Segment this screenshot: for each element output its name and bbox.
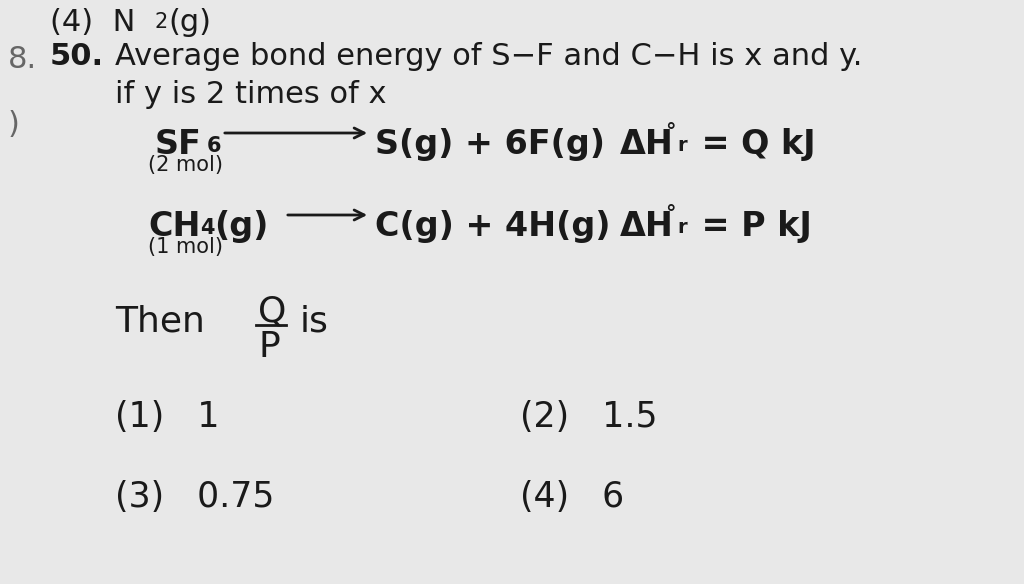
Text: CH: CH — [148, 210, 201, 243]
Text: if y is 2 times of x: if y is 2 times of x — [115, 80, 386, 109]
Text: (3)   0.75: (3) 0.75 — [115, 480, 274, 514]
Text: ΔH: ΔH — [620, 128, 674, 161]
Text: 50.: 50. — [50, 42, 104, 71]
Text: °: ° — [665, 204, 676, 224]
Text: (4)   6: (4) 6 — [520, 480, 625, 514]
Text: °: ° — [665, 122, 676, 142]
Text: (4)  N: (4) N — [50, 8, 135, 37]
Text: 8.: 8. — [8, 45, 37, 74]
Text: r: r — [677, 136, 687, 155]
Text: 4: 4 — [200, 218, 214, 238]
Text: is: is — [300, 305, 329, 339]
Text: (2)   1.5: (2) 1.5 — [520, 400, 657, 434]
Text: P: P — [259, 330, 281, 364]
Text: 2: 2 — [155, 12, 168, 32]
Text: = P kJ: = P kJ — [690, 210, 812, 243]
Text: S(g) + 6F(g): S(g) + 6F(g) — [375, 128, 605, 161]
Text: (g): (g) — [168, 8, 211, 37]
Text: (1)   1: (1) 1 — [115, 400, 219, 434]
Text: ΔH: ΔH — [620, 210, 674, 243]
Text: r: r — [677, 218, 687, 237]
Text: SF: SF — [155, 128, 202, 161]
Text: Average bond energy of S−F and C−H is x and y.: Average bond energy of S−F and C−H is x … — [115, 42, 862, 71]
Text: ): ) — [8, 110, 19, 139]
Text: C(g) + 4H(g): C(g) + 4H(g) — [375, 210, 610, 243]
Text: = Q kJ: = Q kJ — [690, 128, 816, 161]
Text: Q: Q — [258, 295, 287, 329]
Text: (g): (g) — [214, 210, 268, 243]
Text: 6: 6 — [207, 136, 221, 156]
Text: (1 mol): (1 mol) — [148, 237, 223, 257]
Text: Then: Then — [115, 305, 205, 339]
Text: (2 mol): (2 mol) — [148, 155, 223, 175]
